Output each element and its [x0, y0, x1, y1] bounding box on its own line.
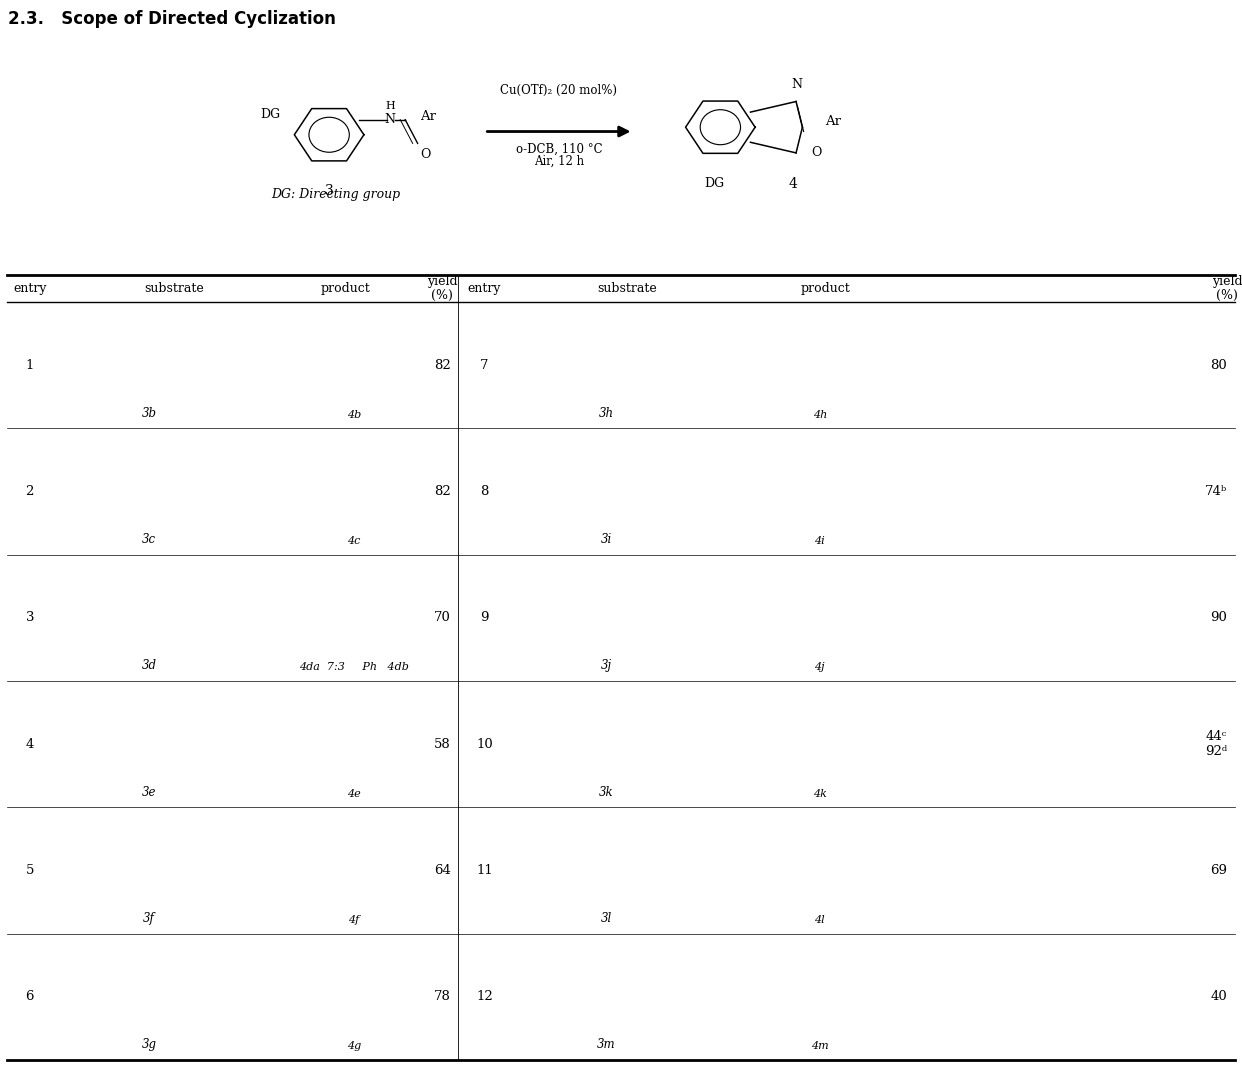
Text: 5: 5	[26, 863, 34, 877]
Text: N: N	[792, 78, 802, 91]
Text: o-DCB, 110 °C: o-DCB, 110 °C	[515, 142, 602, 155]
Text: 3: 3	[26, 611, 34, 624]
Text: yield
(%): yield (%)	[427, 275, 457, 302]
Text: product: product	[801, 282, 851, 295]
Text: 4k: 4k	[812, 789, 827, 799]
Text: 4j: 4j	[815, 662, 825, 673]
Text: 82: 82	[433, 359, 451, 372]
Text: 4l: 4l	[815, 915, 825, 925]
Text: 2: 2	[26, 485, 34, 498]
Text: 78: 78	[433, 991, 451, 1004]
Text: 80: 80	[1211, 359, 1227, 372]
Text: 1: 1	[26, 359, 34, 372]
Text: substrate: substrate	[144, 282, 204, 295]
Text: 3b: 3b	[142, 406, 156, 419]
Text: 4da  7:3     Ph   4db: 4da 7:3 Ph 4db	[299, 662, 409, 673]
Text: 4g: 4g	[347, 1041, 361, 1051]
Text: 40: 40	[1211, 991, 1227, 1004]
Text: 44ᶜ
92ᵈ: 44ᶜ 92ᵈ	[1205, 730, 1227, 758]
Text: 4f: 4f	[348, 915, 360, 925]
Text: 2.3.   Scope of Directed Cyclization: 2.3. Scope of Directed Cyclization	[7, 10, 335, 28]
Text: 3k: 3k	[599, 786, 614, 799]
Text: 58: 58	[433, 737, 451, 750]
Text: 70: 70	[433, 611, 451, 624]
Text: DG: Directing group: DG: Directing group	[271, 188, 400, 201]
Text: 3m: 3m	[597, 1038, 615, 1051]
Text: DG: DG	[704, 177, 724, 190]
Text: 4: 4	[26, 737, 34, 750]
Text: 3d: 3d	[142, 660, 156, 673]
Text: 3f: 3f	[143, 912, 155, 925]
Text: 64: 64	[433, 863, 451, 877]
Text: 10: 10	[476, 737, 493, 750]
Text: 3c: 3c	[142, 533, 156, 547]
Text: 11: 11	[476, 863, 493, 877]
Text: 6: 6	[26, 991, 34, 1004]
Text: O: O	[811, 147, 821, 160]
Text: 82: 82	[433, 485, 451, 498]
Text: 3i: 3i	[600, 533, 612, 547]
Text: Ar: Ar	[825, 115, 841, 128]
Text: 4h: 4h	[812, 410, 827, 419]
Text: substrate: substrate	[597, 282, 657, 295]
Text: entry: entry	[14, 282, 46, 295]
Text: 9: 9	[481, 611, 488, 624]
Text: O: O	[420, 148, 431, 161]
Text: 4b: 4b	[347, 410, 361, 419]
Text: Air, 12 h: Air, 12 h	[534, 155, 584, 168]
Text: 3j: 3j	[601, 660, 611, 673]
Text: 8: 8	[481, 485, 488, 498]
Text: 74ᵇ: 74ᵇ	[1205, 485, 1227, 498]
Text: 4e: 4e	[347, 789, 361, 799]
Text: product: product	[320, 282, 370, 295]
Text: 3h: 3h	[599, 406, 614, 419]
Text: Cu(OTf)₂ (20 mol%): Cu(OTf)₂ (20 mol%)	[501, 84, 617, 97]
Text: 3e: 3e	[142, 786, 156, 799]
Text: Ar: Ar	[420, 110, 436, 123]
Text: 4m: 4m	[811, 1041, 828, 1051]
Text: 4i: 4i	[815, 536, 825, 547]
Text: 4c: 4c	[348, 536, 360, 547]
Text: 3: 3	[324, 184, 334, 198]
Text: 12: 12	[476, 991, 493, 1004]
Text: H: H	[385, 101, 395, 111]
Text: 3l: 3l	[600, 912, 612, 925]
Text: yield
(%): yield (%)	[1212, 275, 1242, 302]
Text: 69: 69	[1210, 863, 1227, 877]
Text: 3g: 3g	[142, 1038, 156, 1051]
Text: 7: 7	[481, 359, 488, 372]
Text: DG: DG	[261, 108, 281, 121]
Text: 90: 90	[1210, 611, 1227, 624]
Text: entry: entry	[468, 282, 501, 295]
Text: 4: 4	[789, 177, 797, 191]
Text: N: N	[385, 113, 396, 126]
